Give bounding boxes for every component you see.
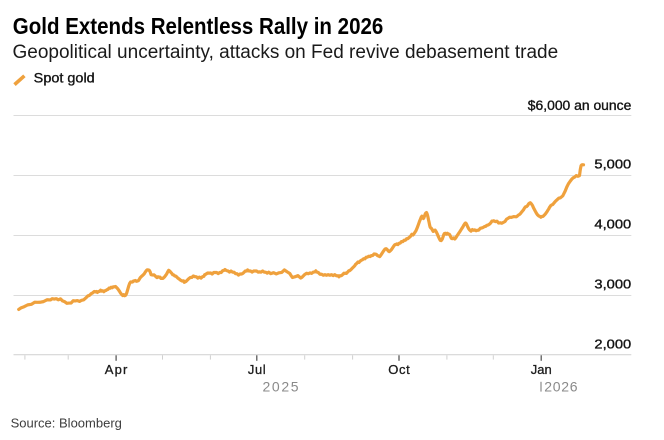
svg-text:Source: Bloomberg: Source: Bloomberg [11, 416, 122, 431]
svg-text:3,000: 3,000 [594, 276, 631, 291]
svg-text:4,000: 4,000 [594, 216, 631, 231]
svg-text:Apr: Apr [105, 362, 128, 377]
svg-text:Oct: Oct [388, 362, 410, 377]
svg-text:Jan: Jan [531, 362, 552, 377]
svg-text:Jul: Jul [248, 362, 266, 377]
svg-text:Spot gold: Spot gold [34, 70, 95, 86]
svg-text:Gold Extends Relentless Rally: Gold Extends Relentless Rally in 2026 [13, 13, 384, 39]
svg-text:Geopolitical uncertainty, atta: Geopolitical uncertainty, attacks on Fed… [13, 42, 559, 63]
svg-text:2,000: 2,000 [594, 336, 631, 351]
svg-text:$6,000 an ounce: $6,000 an ounce [528, 98, 632, 113]
svg-text:5,000: 5,000 [594, 156, 631, 171]
svg-text:2026: 2026 [544, 379, 578, 395]
svg-text:2025: 2025 [262, 379, 298, 395]
